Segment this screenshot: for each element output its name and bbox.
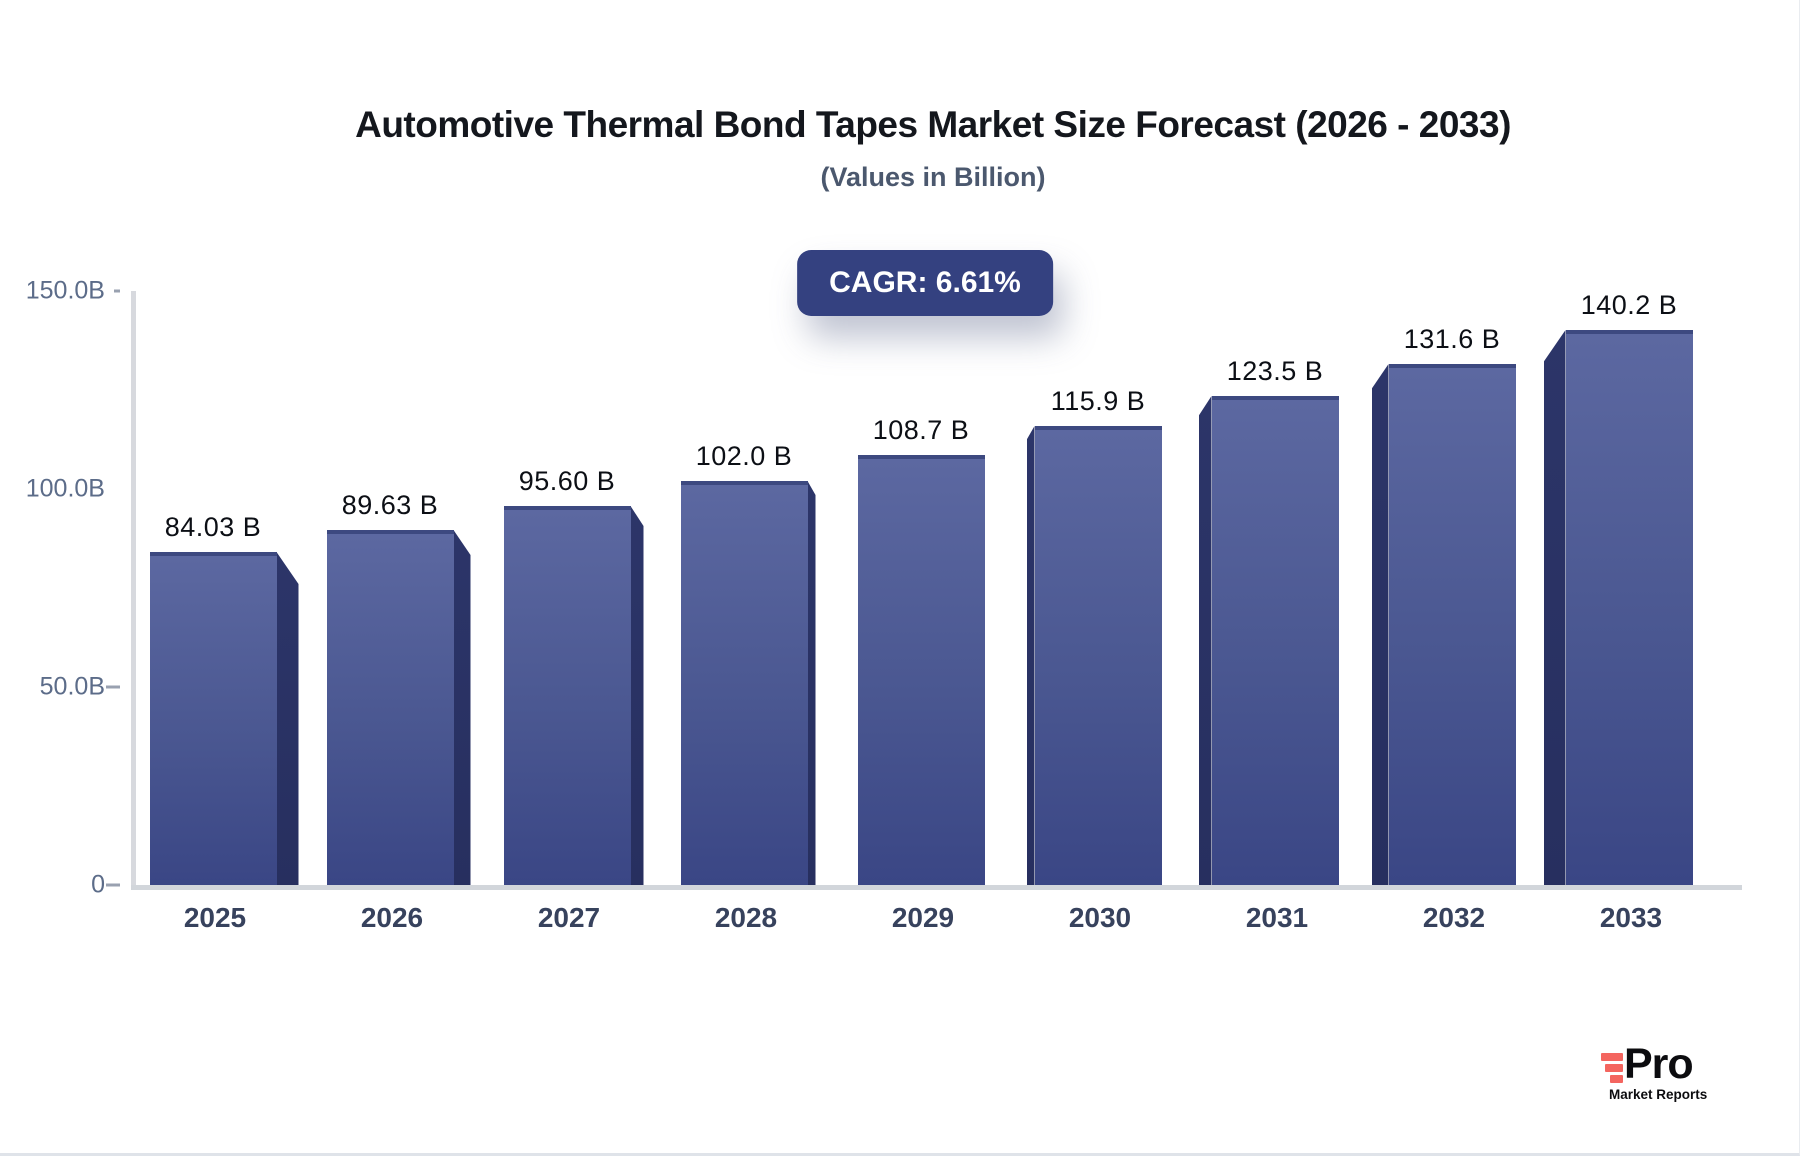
bar-side (807, 481, 816, 885)
x-axis-label-2033: 2033 (1599, 902, 1663, 933)
bar-value-label-2031: 123.5 B (1226, 356, 1324, 386)
x-axis-label-2031: 2031 (1245, 902, 1309, 933)
x-axis-label-2027: 2027 (537, 902, 601, 933)
bar-side (1026, 426, 1035, 885)
bar-group-2029 (857, 455, 985, 885)
bar-group-2032 (1371, 364, 1516, 885)
bar-group-2033 (1543, 330, 1693, 885)
bar-face (1565, 330, 1693, 885)
x-axis-label-2032: 2032 (1422, 902, 1486, 933)
x-axis-label-2029: 2029 (891, 902, 955, 933)
bar-face (503, 506, 631, 885)
chart-subtitle: (Values in Billion) (820, 162, 1046, 192)
y-tick-label-150.0B: 150.0B (25, 276, 105, 305)
bar-value-label-2027: 95.60 B (518, 466, 616, 496)
bar-face (326, 530, 454, 885)
bar-face (1034, 426, 1162, 885)
bar-group-2025 (149, 552, 299, 885)
logo-bar (1601, 1053, 1623, 1061)
bar-side (1543, 330, 1566, 885)
y-tick-label-100.0B: 100.0B (25, 474, 105, 503)
bar-face (857, 455, 985, 885)
bar-side (630, 506, 644, 885)
bar-face (1211, 396, 1339, 885)
y-tick-label-50.0B: 50.0B (39, 672, 105, 701)
bar-value-label-2026: 89.63 B (341, 490, 439, 520)
y-tick-dash (114, 289, 120, 293)
bar-side (1371, 364, 1389, 885)
bar-side (276, 552, 299, 885)
bar-group-2028 (680, 481, 816, 885)
y-tick-dash (106, 685, 120, 689)
bar-face (680, 481, 808, 885)
bar-value-label-2030: 115.9 B (1050, 386, 1146, 416)
logo-bars-icon (1601, 1053, 1623, 1083)
bar-value-label-2032: 131.6 B (1403, 324, 1501, 354)
bar-group-2026 (326, 530, 471, 885)
y-axis-line (131, 291, 136, 888)
bar-side (1198, 396, 1212, 885)
bar-face (149, 552, 277, 885)
x-axis-label-2025: 2025 (183, 902, 247, 933)
logo-tagline: Market Reports (1609, 1086, 1708, 1102)
bar-group-2031 (1198, 396, 1339, 885)
bar-value-label-2028: 102.0 B (695, 441, 793, 471)
logo-bar (1610, 1075, 1623, 1083)
bar-face (1388, 364, 1516, 885)
plot-area: 150.0B 100.0B 50.0B 0 84.03 B 2025 89.63 B 2026… (26, 277, 1743, 933)
bar-group-2027 (503, 506, 644, 885)
bar-value-label-2025: 84.03 B (164, 512, 262, 542)
bar-group-2030 (1026, 426, 1162, 885)
logo-bar (1605, 1064, 1623, 1072)
logo: Pro Market Reports (1601, 1040, 1708, 1102)
bar-value-label-2033: 140.2 B (1580, 290, 1678, 320)
x-axis-label-2026: 2026 (360, 902, 424, 933)
logo-text: Pro (1624, 1040, 1694, 1088)
x-axis-label-2028: 2028 (714, 902, 778, 933)
cagr-badge: CAGR: 6.61% (797, 250, 1053, 316)
bar-value-label-2029: 108.7 B (872, 415, 970, 445)
x-axis-line (131, 885, 1742, 890)
y-tick-label-0: 0 (91, 870, 105, 899)
chart-title: Automotive Thermal Bond Tapes Market Siz… (355, 104, 1511, 145)
bar-side (453, 530, 471, 885)
y-tick-dash (106, 883, 120, 887)
x-axis-label-2030: 2030 (1068, 902, 1132, 933)
